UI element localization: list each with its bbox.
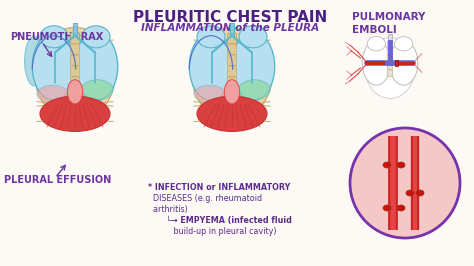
FancyBboxPatch shape xyxy=(387,41,393,48)
Bar xyxy=(388,34,392,43)
FancyBboxPatch shape xyxy=(228,44,237,54)
Text: build-up in pleural cavity): build-up in pleural cavity) xyxy=(166,227,276,236)
Ellipse shape xyxy=(197,96,267,131)
Circle shape xyxy=(350,128,460,238)
Ellipse shape xyxy=(397,205,405,211)
Ellipse shape xyxy=(406,190,414,196)
Bar xyxy=(395,60,398,66)
FancyBboxPatch shape xyxy=(387,63,393,69)
Text: PLEURITIC CHEST PAIN: PLEURITIC CHEST PAIN xyxy=(133,10,327,25)
Ellipse shape xyxy=(224,80,240,104)
FancyBboxPatch shape xyxy=(71,55,79,65)
FancyBboxPatch shape xyxy=(228,33,237,43)
Text: INFLAMMATION of the PLEURA: INFLAMMATION of the PLEURA xyxy=(141,23,319,33)
Ellipse shape xyxy=(82,26,110,48)
FancyBboxPatch shape xyxy=(387,70,393,77)
Ellipse shape xyxy=(32,32,76,101)
Ellipse shape xyxy=(397,162,405,168)
Text: PNEUMOTHORAX: PNEUMOTHORAX xyxy=(10,32,103,42)
Ellipse shape xyxy=(192,27,272,121)
Ellipse shape xyxy=(67,80,82,104)
Ellipse shape xyxy=(365,38,415,98)
Ellipse shape xyxy=(197,26,225,48)
Ellipse shape xyxy=(238,80,270,99)
FancyBboxPatch shape xyxy=(387,56,393,62)
Ellipse shape xyxy=(239,26,267,48)
Text: arthritis): arthritis) xyxy=(148,205,188,214)
Ellipse shape xyxy=(383,205,391,211)
Ellipse shape xyxy=(82,80,113,99)
Ellipse shape xyxy=(194,85,225,103)
Text: PULMONARY
EMBOLI: PULMONARY EMBOLI xyxy=(352,12,425,35)
Text: DISEASES (e.g. rheumatoid: DISEASES (e.g. rheumatoid xyxy=(148,194,262,203)
Ellipse shape xyxy=(25,36,44,86)
FancyBboxPatch shape xyxy=(228,88,237,98)
Ellipse shape xyxy=(189,32,233,101)
Ellipse shape xyxy=(416,190,424,196)
FancyBboxPatch shape xyxy=(71,88,79,98)
Ellipse shape xyxy=(362,41,391,85)
Ellipse shape xyxy=(231,32,275,101)
FancyBboxPatch shape xyxy=(71,44,79,54)
Ellipse shape xyxy=(37,85,68,103)
Ellipse shape xyxy=(35,27,115,121)
Text: └→ EMPYEMA (infected fluid: └→ EMPYEMA (infected fluid xyxy=(166,216,292,225)
Bar xyxy=(73,23,77,36)
FancyBboxPatch shape xyxy=(228,77,237,87)
Ellipse shape xyxy=(74,32,118,101)
Ellipse shape xyxy=(383,162,391,168)
FancyBboxPatch shape xyxy=(228,66,237,76)
FancyBboxPatch shape xyxy=(71,77,79,87)
FancyBboxPatch shape xyxy=(387,48,393,55)
Ellipse shape xyxy=(390,41,418,85)
Ellipse shape xyxy=(40,26,68,48)
Bar xyxy=(229,23,235,36)
FancyBboxPatch shape xyxy=(71,66,79,76)
FancyBboxPatch shape xyxy=(71,33,79,43)
Text: PLEURAL EFFUSION: PLEURAL EFFUSION xyxy=(4,175,111,185)
FancyBboxPatch shape xyxy=(228,55,237,65)
Ellipse shape xyxy=(40,96,110,131)
Ellipse shape xyxy=(394,36,413,51)
Ellipse shape xyxy=(367,36,385,51)
Text: * INFECTION or INFLAMMATORY: * INFECTION or INFLAMMATORY xyxy=(148,183,291,192)
